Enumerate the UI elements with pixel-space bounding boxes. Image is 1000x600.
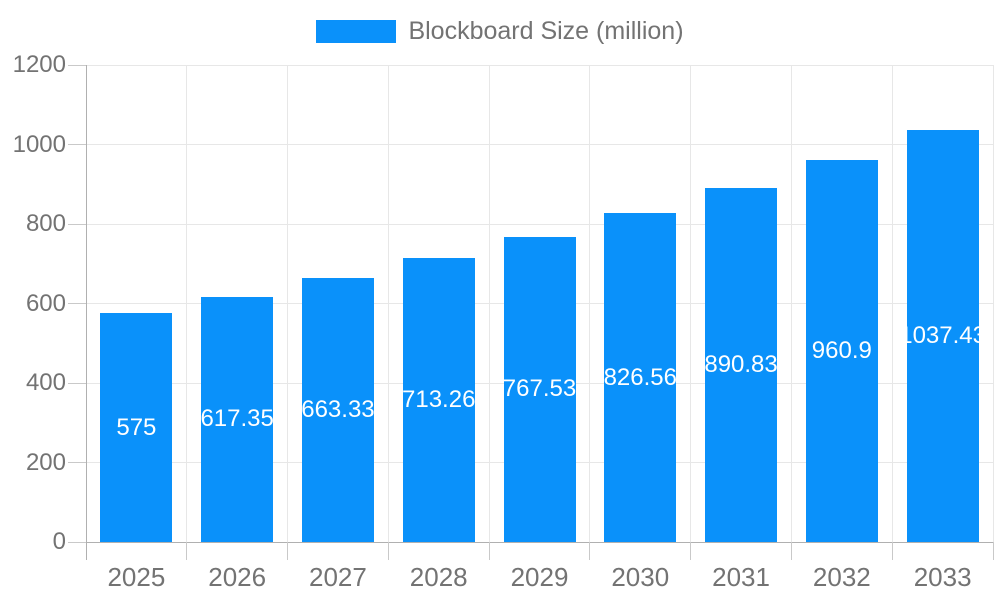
x-gridline xyxy=(589,65,591,542)
bar-value-label: 767.53 xyxy=(502,375,577,403)
bar-value-label: 575 xyxy=(116,413,157,441)
bar-value-label: 713.26 xyxy=(402,386,476,414)
y-tick-mark xyxy=(68,303,86,304)
bar-2025[interactable] xyxy=(100,313,173,542)
y-axis-label: 400 xyxy=(25,369,66,396)
legend-label: Blockboard Size (million) xyxy=(408,17,684,45)
bar-value-label: 663.33 xyxy=(301,396,375,424)
plot-area: 575 617.35 663.33 713.26 767.53 826.56 890.83 9… xyxy=(85,64,994,543)
y-gridline xyxy=(86,223,993,225)
bar-2027[interactable] xyxy=(301,278,374,542)
y-tick-mark xyxy=(68,382,86,384)
x-gridline xyxy=(690,65,692,542)
y-axis-label: 1200 xyxy=(12,51,66,78)
x-tick-mark xyxy=(589,542,591,560)
x-tick-mark xyxy=(85,542,87,560)
y-tick-mark xyxy=(68,64,86,66)
legend-item[interactable]: Blockboard Size (million) xyxy=(316,17,684,46)
x-axis-label: 2027 xyxy=(309,562,367,592)
y-axis-label: 0 xyxy=(52,528,66,555)
legend-swatch xyxy=(316,20,397,43)
y-axis-line xyxy=(85,65,87,542)
x-axis-label: 2033 xyxy=(913,562,972,592)
y-axis-label: 600 xyxy=(25,289,66,317)
x-axis-baseline xyxy=(86,541,993,543)
x-tick-mark xyxy=(690,542,692,560)
y-axis-label: 800 xyxy=(25,210,66,237)
x-gridline xyxy=(790,65,792,542)
x-gridline xyxy=(891,65,893,542)
bar-value-label: 1037.43 xyxy=(899,321,986,349)
x-gridline xyxy=(287,65,289,542)
x-axis-label: 2032 xyxy=(812,562,871,592)
x-tick-mark xyxy=(790,542,792,560)
bar-value-label: 890.83 xyxy=(704,350,778,378)
x-gridline xyxy=(387,65,389,542)
y-tick-mark xyxy=(68,541,86,543)
bar-2030[interactable] xyxy=(604,213,677,542)
bar-2032[interactable] xyxy=(805,160,878,542)
bar-2029[interactable] xyxy=(503,236,576,542)
x-gridline xyxy=(186,65,188,542)
x-gridline xyxy=(488,65,490,542)
y-tick-mark xyxy=(68,223,86,225)
x-tick-mark xyxy=(387,542,389,560)
x-axis-label: 2030 xyxy=(611,562,670,592)
bar-2026[interactable] xyxy=(201,296,274,542)
x-axis-label: 2025 xyxy=(107,562,166,592)
bar-value-label: 826.56 xyxy=(603,363,677,391)
y-tick-mark xyxy=(68,462,86,463)
y-gridline xyxy=(86,64,993,66)
y-axis-label: 1000 xyxy=(12,130,66,158)
legend: Blockboard Size (million) xyxy=(0,17,1000,46)
x-axis-label: 2028 xyxy=(409,562,468,592)
bar-2031[interactable] xyxy=(705,187,778,542)
x-tick-mark xyxy=(186,542,188,560)
bar-2033[interactable] xyxy=(906,129,979,542)
x-tick-mark xyxy=(992,542,994,560)
x-gridline xyxy=(992,65,994,542)
y-gridline xyxy=(86,144,993,145)
x-axis-label: 2031 xyxy=(712,562,770,592)
bar-2028[interactable] xyxy=(402,258,475,542)
x-tick-mark xyxy=(287,542,289,560)
x-tick-mark xyxy=(488,542,490,560)
y-tick-mark xyxy=(68,144,86,145)
x-axis-label: 2029 xyxy=(510,562,569,592)
bar-value-label: 617.35 xyxy=(200,405,274,433)
bar-value-label: 960.9 xyxy=(811,337,872,365)
x-tick-mark xyxy=(891,542,893,560)
x-axis-label: 2026 xyxy=(208,562,267,592)
y-axis-label: 200 xyxy=(25,448,66,476)
